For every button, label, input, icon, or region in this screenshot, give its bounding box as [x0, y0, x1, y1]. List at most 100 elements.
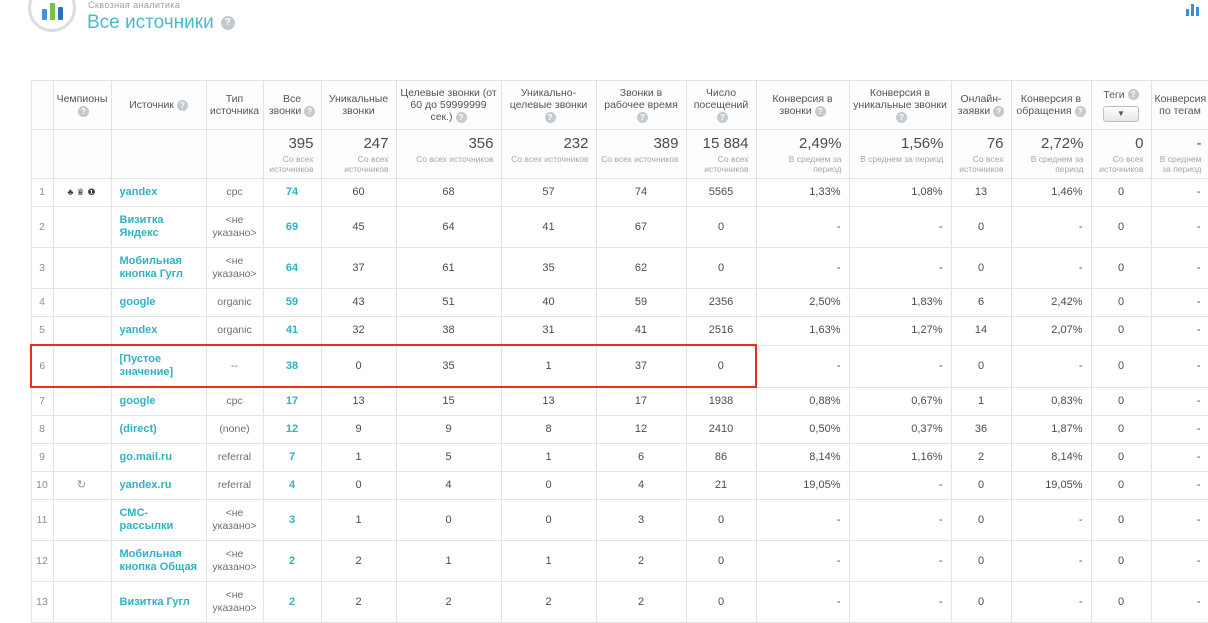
source-link[interactable]: СМС-рассылки — [119, 507, 174, 532]
all-calls-link[interactable]: 41 — [285, 324, 299, 336]
source-link[interactable]: Визитка Гугл — [119, 595, 190, 608]
conv-unique-calls-cell: - — [848, 540, 952, 582]
all-calls-link[interactable]: 3 — [288, 513, 296, 526]
worktime-calls-cell: 2 — [595, 540, 687, 582]
col-header-unique-target-calls[interactable]: Уникально-целевые звонки? — [500, 80, 597, 130]
table-header-row: Чемпионы? Источник? Тип источника Все зв… — [30, 80, 1208, 130]
all-calls-link[interactable]: 17 — [285, 395, 299, 407]
target-calls-cell: 38 — [395, 316, 502, 346]
col-header-worktime-calls[interactable]: Звонки в рабочее время? — [595, 80, 687, 130]
all-calls-cell: 7 — [262, 443, 322, 472]
conv-appeals-cell: - — [1010, 206, 1092, 248]
all-calls-link[interactable]: 64 — [285, 261, 299, 274]
tags-cell: 0 — [1090, 344, 1152, 388]
help-icon[interactable]: ? — [717, 111, 728, 123]
champions-cell — [52, 415, 112, 444]
col-header-online-requests[interactable]: Онлайн-заявки? — [950, 80, 1012, 130]
col-header-visits[interactable]: Число посещений? — [685, 80, 757, 130]
col-header-all-calls[interactable]: Все звонки? — [262, 80, 322, 130]
help-icon[interactable]: ? — [1127, 89, 1139, 101]
col-header-tags[interactable]: Теги? ▼ — [1090, 80, 1152, 130]
totals-conv-unique-calls: 1,56% В среднем за период — [848, 129, 952, 179]
worktime-calls-cell: 6 — [595, 443, 687, 472]
all-calls-link[interactable]: 12 — [285, 423, 299, 435]
source-cell: [Пустое значение] — [110, 344, 207, 388]
online-requests-cell: 1 — [950, 386, 1012, 416]
conv-appeals-cell: - — [1010, 344, 1092, 388]
table-row: 6 [Пустое значение] -- 38 0 35 1 37 0- -0-0- — [30, 344, 1208, 388]
source-cell: (direct) — [110, 415, 207, 444]
source-link[interactable]: go.mail.ru — [119, 451, 173, 463]
tags-dropdown-button[interactable]: ▼ — [1103, 105, 1139, 122]
all-calls-link[interactable]: 2 — [288, 595, 296, 608]
col-header-source[interactable]: Источник? — [110, 80, 207, 130]
help-icon[interactable]: ? — [896, 111, 907, 123]
source-link[interactable]: google — [119, 395, 156, 407]
all-calls-link[interactable]: 7 — [288, 451, 296, 463]
help-icon[interactable]: ? — [637, 111, 648, 123]
col-header-conv-unique-calls[interactable]: Конверсия в уникальные звонки? — [848, 80, 952, 130]
source-link[interactable]: yandex — [119, 324, 158, 336]
totals-empty — [52, 129, 112, 179]
all-calls-link[interactable]: 4 — [288, 479, 296, 491]
source-link[interactable]: Мобильная кнопка Общая — [119, 548, 198, 573]
table-row: 8 (direct) (none) 12 9 9 8 12 2410 0,50% 0,37% 36 1,… — [30, 415, 1208, 444]
all-calls-link[interactable]: 69 — [285, 220, 299, 233]
help-icon[interactable]: ? — [78, 105, 89, 117]
conv-appeals-cell: 8,14% — [1010, 443, 1092, 472]
all-calls-link[interactable]: 2 — [288, 554, 296, 567]
champions-cell: ♣ ♛ ❶ — [52, 178, 112, 207]
col-header-conv-by-tags[interactable]: Конверсия по тегам — [1150, 80, 1208, 130]
col-header-champions[interactable]: Чемпионы? — [52, 80, 112, 130]
target-calls-cell: 35 — [395, 344, 502, 388]
col-header-unique-calls[interactable]: Уникальные звонки — [320, 80, 397, 130]
source-link[interactable]: (direct) — [119, 423, 157, 435]
target-calls-cell: 15 — [395, 386, 502, 416]
unique-target-calls-cell: 40 — [500, 288, 597, 317]
source-link[interactable]: [Пустое значение] — [119, 353, 174, 378]
source-link[interactable]: Мобильная кнопка Гугл — [119, 255, 183, 280]
source-link[interactable]: yandex — [119, 186, 158, 198]
source-link[interactable]: google — [119, 296, 156, 308]
help-icon[interactable]: ? — [1074, 105, 1086, 117]
totals-online-requests: 76 Со всех источников — [950, 129, 1012, 179]
col-header-source-type[interactable]: Тип источника — [205, 80, 264, 130]
unique-target-calls-cell: 41 — [500, 206, 597, 248]
unique-target-calls-cell: 0 — [500, 499, 597, 541]
source-type: (none) — [205, 415, 264, 444]
help-icon[interactable]: ? — [993, 105, 1005, 117]
source-type: -- — [205, 344, 264, 388]
help-icon[interactable]: ? — [220, 16, 235, 30]
help-icon[interactable]: ? — [544, 111, 556, 123]
tags-cell: 0 — [1090, 288, 1152, 317]
table-row: 10 ↻ yandex.ru referral 4 0 4 0 4 21 19,05% -0 19,05… — [30, 471, 1208, 500]
chart-settings-icon[interactable] — [1186, 4, 1200, 16]
source-cell: go.mail.ru — [110, 443, 207, 472]
online-requests-cell: 0 — [950, 247, 1012, 289]
all-calls-link[interactable]: 38 — [285, 359, 299, 372]
help-icon[interactable]: ? — [304, 105, 316, 117]
help-icon[interactable]: ? — [814, 105, 826, 117]
tags-cell: 0 — [1090, 178, 1152, 207]
conv-appeals-cell: 2,42% — [1010, 288, 1092, 317]
visits-cell: 21 — [685, 471, 757, 500]
tags-cell: 0 — [1090, 415, 1152, 444]
all-calls-link[interactable]: 59 — [285, 296, 299, 308]
unique-calls-cell: 32 — [320, 316, 397, 346]
source-type: <не указано> — [205, 540, 264, 582]
col-header-conv-calls[interactable]: Конверсия в звонки? — [755, 80, 850, 130]
refresh-icon[interactable]: ↻ — [76, 479, 88, 491]
col-header-target-calls[interactable]: Целевые звонки (от 60 до 59999999 сек.)? — [395, 80, 502, 130]
online-requests-cell: 36 — [950, 415, 1012, 444]
conv-by-tags-cell: - — [1150, 386, 1208, 416]
conv-by-tags-cell: - — [1150, 540, 1208, 582]
champions-cell — [52, 288, 112, 317]
online-requests-cell: 0 — [950, 581, 1012, 623]
col-header-conv-appeals[interactable]: Конверсия в обращения? — [1010, 80, 1092, 130]
source-link[interactable]: yandex.ru — [119, 479, 172, 491]
source-link[interactable]: Визитка Яндекс — [119, 214, 164, 239]
all-calls-link[interactable]: 74 — [285, 186, 299, 198]
row-number: 4 — [30, 288, 54, 317]
help-icon[interactable]: ? — [176, 99, 188, 111]
help-icon[interactable]: ? — [455, 111, 467, 123]
